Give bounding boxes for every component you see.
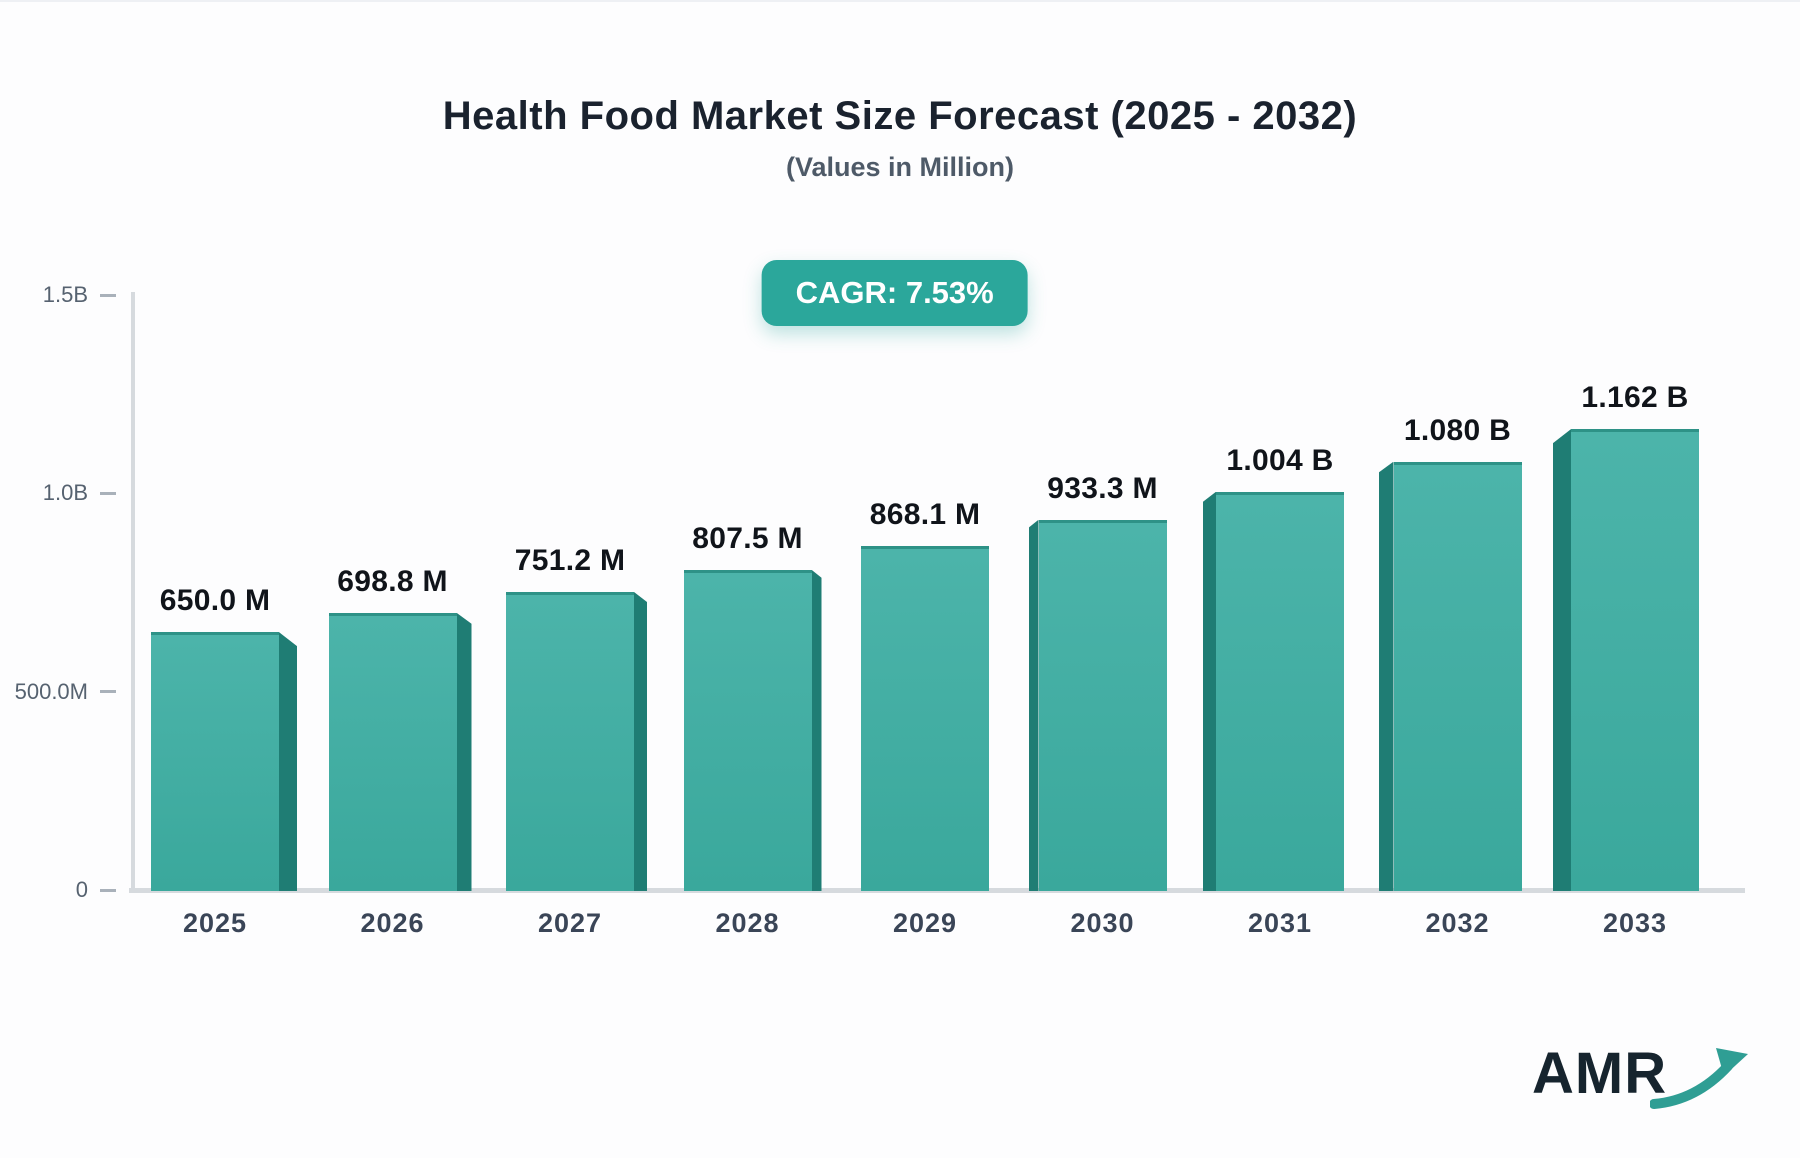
bar-2031 — [1216, 491, 1344, 891]
bar-side-face — [1378, 461, 1394, 891]
y-tick — [100, 690, 116, 694]
y-tick-label: 1.5B — [42, 282, 88, 307]
x-axis-label: 2028 — [715, 908, 780, 938]
bar-side-face — [279, 632, 297, 891]
chart-subtitle: (Values in Million) — [785, 152, 1015, 182]
x-axis-label: 2030 — [1070, 908, 1135, 938]
bar-2027 — [506, 592, 634, 891]
bar-value-label: 1.080 B — [1403, 413, 1512, 447]
bar-side-face — [1028, 519, 1039, 891]
x-axis-label: 2033 — [1602, 908, 1668, 938]
bar-value-label: 698.8 M — [337, 564, 448, 598]
x-axis-label: 2027 — [537, 908, 603, 938]
bar-side-face — [1553, 429, 1571, 891]
y-tick — [100, 491, 116, 495]
amr-logo-text: AMR — [1532, 1041, 1668, 1106]
x-axis-label: 2029 — [892, 908, 958, 938]
y-tick-label: 0 — [75, 877, 88, 902]
bar-side-face — [811, 569, 822, 891]
bar-2030 — [1038, 519, 1167, 891]
bar-value-label: 1.004 B — [1226, 443, 1334, 477]
x-axis-label: 2031 — [1247, 908, 1313, 938]
bar-value-label: 933.3 M — [1047, 471, 1158, 505]
y-tick-label: 500.0M — [14, 678, 88, 704]
bar-value-label: 751.2 M — [514, 544, 626, 578]
bar-2032 — [1393, 461, 1522, 891]
bar-2025 — [151, 632, 279, 891]
y-tick-label: 1.0B — [42, 480, 88, 506]
x-axis-label: 2026 — [360, 908, 425, 938]
bar-2033 — [1571, 429, 1699, 891]
x-axis-label: 2032 — [1425, 908, 1490, 938]
bar-side-face — [634, 592, 647, 891]
bar-2028 — [683, 569, 812, 891]
amr-logo: AMR — [1532, 1034, 1752, 1124]
chart-title: Health Food Market Size Forecast (2025 -… — [442, 94, 1358, 138]
y-tick — [100, 293, 116, 297]
bar-value-label: 807.5 M — [692, 521, 803, 555]
bar-side-face — [1203, 491, 1216, 891]
logo-arrow-icon — [1650, 1048, 1748, 1109]
bar-side-face — [456, 612, 472, 891]
x-axis-label: 2025 — [182, 908, 248, 938]
y-axis-line — [131, 292, 135, 891]
bar-value-label: 868.1 M — [869, 497, 981, 531]
bar-2026 — [328, 612, 457, 891]
bar-2029 — [861, 545, 989, 891]
cagr-badge: CAGR: 7.53% — [761, 260, 1028, 326]
bar-value-label: 1.162 B — [1581, 381, 1689, 415]
y-tick — [100, 888, 116, 892]
bar-value-label: 650.0 M — [159, 584, 271, 618]
